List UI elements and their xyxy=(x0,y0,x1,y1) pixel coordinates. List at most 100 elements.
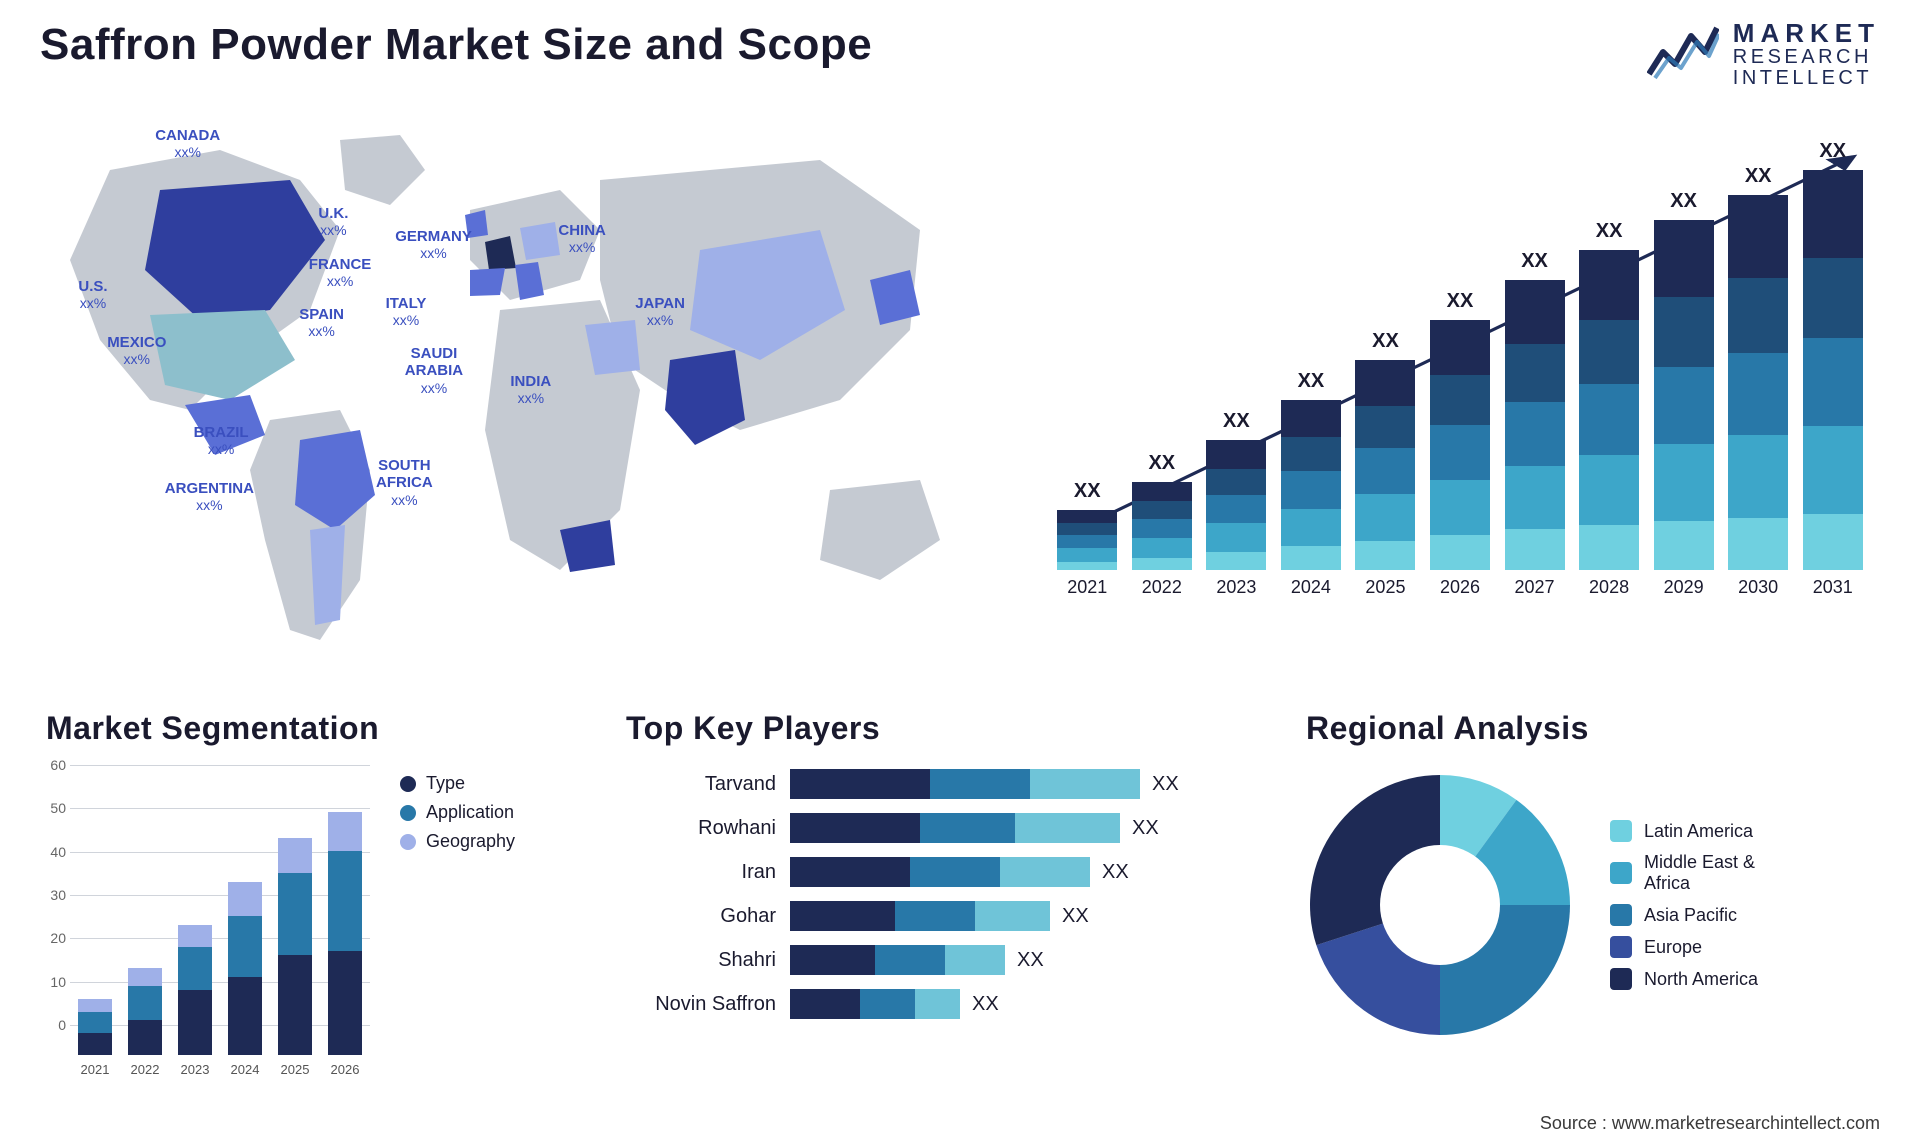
kp-row: Novin SaffronXX xyxy=(620,985,1240,1023)
seg-x-label: 2024 xyxy=(228,1062,262,1077)
y-tick-label: 20 xyxy=(40,930,66,946)
bar-segment xyxy=(1728,278,1788,353)
bar-x-label: 2027 xyxy=(1505,577,1565,598)
legend-label: Asia Pacific xyxy=(1644,905,1737,926)
legend-item: Geography xyxy=(400,831,515,852)
legend-label: Geography xyxy=(426,831,515,852)
kp-bar-segment xyxy=(1015,813,1120,843)
legend-item: Europe xyxy=(1610,936,1758,958)
kp-row: RowhaniXX xyxy=(620,809,1240,847)
bar-segment xyxy=(1728,195,1788,278)
kp-bar-segment xyxy=(860,989,915,1019)
y-tick-label: 10 xyxy=(40,974,66,990)
bar-segment xyxy=(1281,437,1341,471)
segmentation-panel: Market Segmentation 01020304050602021202… xyxy=(40,710,560,1090)
bar-x-label: 2030 xyxy=(1728,577,1788,598)
key-players-title: Top Key Players xyxy=(626,710,1240,747)
y-tick-label: 30 xyxy=(40,887,66,903)
bar-x-label: 2023 xyxy=(1206,577,1266,598)
bar-segment xyxy=(1132,519,1192,538)
bar-x-label: 2021 xyxy=(1057,577,1117,598)
seg-x-label: 2022 xyxy=(128,1062,162,1077)
key-players-list: TarvandXXRowhaniXXIranXXGoharXXShahriXXN… xyxy=(620,765,1240,1023)
bar-segment xyxy=(1430,375,1490,425)
y-tick-label: 0 xyxy=(40,1017,66,1033)
seg-bar-segment xyxy=(128,986,162,1021)
seg-bar: 2022 xyxy=(128,968,162,1055)
brand-text: MARKET RESEARCH INTELLECT xyxy=(1733,20,1880,89)
kp-bar xyxy=(790,901,1050,931)
bar-segment xyxy=(1281,400,1341,437)
kp-row: Tarvand XX xyxy=(620,765,1240,803)
bar-segment xyxy=(1132,558,1192,570)
bar-segment xyxy=(1579,455,1639,525)
kp-value-label: XX xyxy=(1140,773,1179,796)
bar-value-label: XX xyxy=(1057,480,1117,503)
bar: XX2025 xyxy=(1355,360,1415,570)
bar-segment xyxy=(1728,353,1788,436)
page-title: Saffron Powder Market Size and Scope xyxy=(40,20,872,70)
bar-segment xyxy=(1654,297,1714,367)
bar-value-label: XX xyxy=(1505,250,1565,273)
kp-row: IranXX xyxy=(620,853,1240,891)
grid-line xyxy=(70,895,370,896)
bar: XX2026 xyxy=(1430,320,1490,570)
bar: XX2024 xyxy=(1281,400,1341,570)
bar-value-label: XX xyxy=(1579,220,1639,243)
legend-swatch-icon xyxy=(1610,904,1632,926)
top-row: CANADAxx%U.S.xx%MEXICOxx%BRAZILxx%ARGENT… xyxy=(40,110,1880,670)
seg-bar-segment xyxy=(128,968,162,985)
world-map-svg xyxy=(40,110,1000,670)
bar-segment xyxy=(1579,525,1639,570)
regional-content: Latin America Middle East &Africa Asia Pac… xyxy=(1300,765,1880,1045)
legend-label: North America xyxy=(1644,969,1758,990)
seg-x-label: 2023 xyxy=(178,1062,212,1077)
bar-segment xyxy=(1803,258,1863,338)
source-label: Source : www.marketresearchintellect.com xyxy=(1540,1113,1880,1134)
bar-x-label: 2028 xyxy=(1579,577,1639,598)
bar-value-label: XX xyxy=(1355,330,1415,353)
bar-value-label: XX xyxy=(1206,410,1266,433)
seg-x-label: 2026 xyxy=(328,1062,362,1077)
bar-value-label: XX xyxy=(1132,452,1192,475)
seg-bar-segment xyxy=(328,812,362,851)
kp-bar xyxy=(790,769,1140,799)
legend-swatch-icon xyxy=(1610,862,1632,884)
legend-label: Latin America xyxy=(1644,821,1753,842)
kp-bar-segment xyxy=(1000,857,1090,887)
bar-segment xyxy=(1654,444,1714,521)
bar-x-label: 2029 xyxy=(1654,577,1714,598)
kp-name: Tarvand xyxy=(620,773,790,796)
bar: XX2022 xyxy=(1132,482,1192,570)
bar-segment xyxy=(1057,548,1117,561)
bar-segment xyxy=(1206,523,1266,552)
kp-bar-segment xyxy=(895,901,975,931)
regional-title: Regional Analysis xyxy=(1306,710,1880,747)
bar-segment xyxy=(1579,250,1639,320)
bar-x-label: 2022 xyxy=(1132,577,1192,598)
bar-segment xyxy=(1430,425,1490,480)
seg-bar-segment xyxy=(328,951,362,1055)
legend-item: Middle East &Africa xyxy=(1610,852,1758,894)
bar-segment xyxy=(1206,495,1266,524)
bar-segment xyxy=(1579,384,1639,454)
bar-segment xyxy=(1505,280,1565,344)
bar: XX2023 xyxy=(1206,440,1266,570)
kp-bar-segment xyxy=(875,945,945,975)
kp-bar-segment xyxy=(790,989,860,1019)
segmentation-chart: 0102030405060202120222023202420252026 xyxy=(40,765,370,1055)
bar-value-label: XX xyxy=(1430,290,1490,313)
legend-swatch-icon xyxy=(400,805,416,821)
kp-name: Shahri xyxy=(620,949,790,972)
bar-segment xyxy=(1281,471,1341,508)
legend-item: Latin America xyxy=(1610,820,1758,842)
legend-item: Application xyxy=(400,802,515,823)
segmentation-content: 0102030405060202120222023202420252026 Ty… xyxy=(40,765,560,1055)
kp-bar-segment xyxy=(790,945,875,975)
bar-segment xyxy=(1803,426,1863,514)
bar-x-label: 2026 xyxy=(1430,577,1490,598)
bar: XX2028 xyxy=(1579,250,1639,570)
seg-bar: 2021 xyxy=(78,999,112,1055)
bottom-row: Market Segmentation 01020304050602021202… xyxy=(40,710,1880,1090)
legend-swatch-icon xyxy=(1610,968,1632,990)
